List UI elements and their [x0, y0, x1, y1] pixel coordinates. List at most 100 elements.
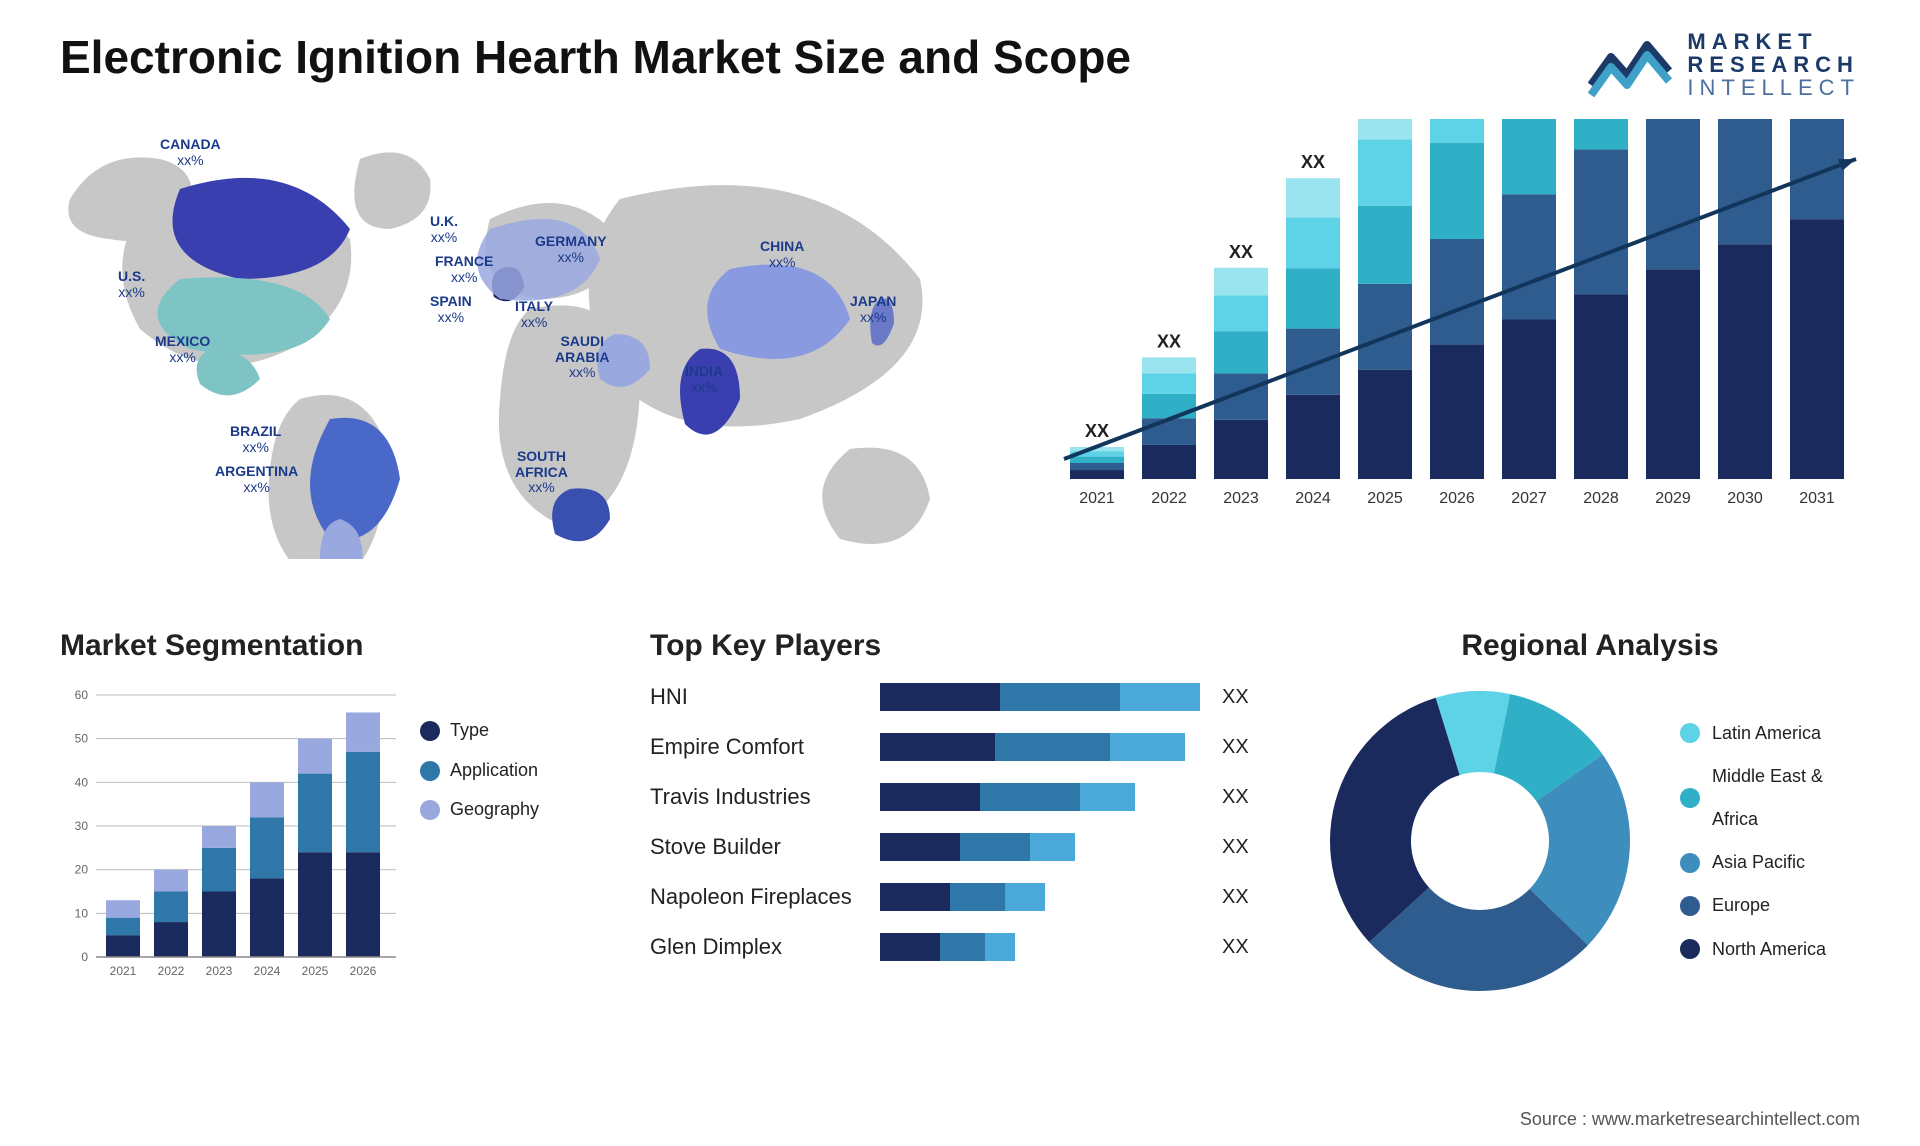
map-label-canada: CANADAxx% — [160, 137, 221, 168]
legend-swatch-icon — [1680, 939, 1700, 959]
svg-text:2025: 2025 — [302, 964, 329, 978]
segmentation-title: Market Segmentation — [60, 629, 620, 663]
player-name: HNI — [650, 684, 880, 710]
svg-text:2021: 2021 — [110, 964, 137, 978]
map-label-saudi-arabia: SAUDIARABIAxx% — [555, 334, 609, 380]
growth-bar-chart: XX2021XX2022XX2023XX2024XX2025XX2026XX20… — [1040, 119, 1900, 549]
svg-text:2030: 2030 — [1727, 490, 1763, 507]
map-label-spain: SPAINxx% — [430, 294, 472, 325]
map-label-argentina: ARGENTINAxx% — [215, 464, 298, 495]
key-players-list: HNIXXEmpire ComfortXXTravis IndustriesXX… — [650, 681, 1290, 963]
player-value: XX — [1222, 936, 1249, 959]
map-label-italy: ITALYxx% — [515, 299, 553, 330]
player-bar-segment — [980, 783, 1080, 811]
svg-text:2028: 2028 — [1583, 490, 1619, 507]
svg-text:2021: 2021 — [1079, 490, 1115, 507]
legend-label: Geography — [450, 790, 539, 830]
growth-chart-panel: XX2021XX2022XX2023XX2024XX2025XX2026XX20… — [1040, 119, 1900, 599]
player-bar-segment — [950, 883, 1005, 911]
svg-text:2024: 2024 — [1295, 490, 1331, 507]
regional-legend-item: Asia Pacific — [1680, 841, 1826, 884]
player-bar-segment — [1000, 683, 1120, 711]
key-players-title: Top Key Players — [650, 629, 1290, 663]
player-bar-segment — [995, 733, 1110, 761]
regional-donut-chart — [1320, 681, 1640, 1001]
player-bar-segment — [1110, 733, 1185, 761]
svg-text:XX: XX — [1085, 421, 1109, 441]
player-bar-segment — [985, 933, 1015, 961]
svg-text:2029: 2029 — [1655, 490, 1691, 507]
player-bar — [880, 783, 1210, 811]
svg-text:2023: 2023 — [1223, 490, 1259, 507]
logo-text-2: RESEARCH — [1687, 53, 1860, 76]
svg-text:2024: 2024 — [254, 964, 281, 978]
player-name: Stove Builder — [650, 834, 880, 860]
player-bar-segment — [960, 833, 1030, 861]
player-bar-segment — [1120, 683, 1200, 711]
player-row: Stove Builder XX — [650, 831, 1290, 863]
player-value: XX — [1222, 786, 1249, 809]
player-name: Empire Comfort — [650, 734, 880, 760]
svg-text:2026: 2026 — [350, 964, 377, 978]
legend-swatch-icon — [1680, 853, 1700, 873]
legend-swatch-icon — [1680, 788, 1700, 808]
svg-text:30: 30 — [75, 819, 89, 833]
map-label-south-africa: SOUTHAFRICAxx% — [515, 449, 568, 495]
map-label-japan: JAPANxx% — [850, 294, 896, 325]
legend-label: Application — [450, 751, 538, 791]
brand-logo: MARKET RESEARCH INTELLECT — [1587, 30, 1860, 99]
player-bar-segment — [880, 833, 960, 861]
legend-swatch-icon — [1680, 723, 1700, 743]
key-players-panel: Top Key Players HNIXXEmpire ComfortXXTra… — [650, 629, 1290, 1059]
regional-legend-item: North America — [1680, 928, 1826, 971]
logo-text-3: INTELLECT — [1687, 76, 1860, 99]
map-label-france: FRANCExx% — [435, 254, 493, 285]
segmentation-legend-item: Type — [420, 711, 539, 751]
legend-swatch-icon — [420, 761, 440, 781]
map-label-brazil: BRAZILxx% — [230, 424, 281, 455]
world-map-panel: CANADAxx%U.S.xx%MEXICOxx%BRAZILxx%ARGENT… — [60, 119, 1000, 599]
legend-swatch-icon — [1680, 896, 1700, 916]
regional-panel: Regional Analysis Latin AmericaMiddle Ea… — [1320, 629, 1860, 1059]
player-bar-segment — [940, 933, 985, 961]
segmentation-legend: TypeApplicationGeography — [420, 681, 539, 991]
player-name: Napoleon Fireplaces — [650, 884, 880, 910]
map-label-china: CHINAxx% — [760, 239, 804, 270]
player-value: XX — [1222, 736, 1249, 759]
player-row: Travis IndustriesXX — [650, 781, 1290, 813]
svg-text:2025: 2025 — [1367, 490, 1403, 507]
segmentation-panel: Market Segmentation 01020304050602021202… — [60, 629, 620, 1059]
map-label-india: INDIAxx% — [685, 364, 723, 395]
segmentation-bar-chart: 0102030405060202120222023202420252026 — [60, 681, 400, 991]
player-bar-segment — [880, 933, 940, 961]
regional-title: Regional Analysis — [1320, 629, 1860, 663]
legend-swatch-icon — [420, 800, 440, 820]
regional-legend-item: Europe — [1680, 884, 1826, 927]
player-row: HNIXX — [650, 681, 1290, 713]
segmentation-legend-item: Application — [420, 751, 539, 791]
svg-text:2026: 2026 — [1439, 490, 1475, 507]
player-bar — [880, 883, 1210, 911]
player-bar-segment — [880, 733, 995, 761]
legend-label: North America — [1712, 928, 1826, 971]
source-text: Source : www.marketresearchintellect.com — [1520, 1109, 1860, 1130]
player-value: XX — [1222, 836, 1249, 859]
segmentation-legend-item: Geography — [420, 790, 539, 830]
svg-text:2022: 2022 — [158, 964, 185, 978]
svg-text:50: 50 — [75, 732, 89, 746]
player-bar-segment — [1080, 783, 1135, 811]
legend-swatch-icon — [420, 721, 440, 741]
svg-text:0: 0 — [81, 950, 88, 964]
map-label-u-k-: U.K.xx% — [430, 214, 458, 245]
regional-legend: Latin AmericaMiddle East &AfricaAsia Pac… — [1680, 712, 1826, 971]
svg-text:60: 60 — [75, 688, 89, 702]
player-row: Napoleon FireplacesXX — [650, 881, 1290, 913]
svg-text:2023: 2023 — [206, 964, 233, 978]
player-bar-segment — [880, 683, 1000, 711]
logo-text-1: MARKET — [1687, 30, 1860, 53]
player-bar-segment — [880, 783, 980, 811]
svg-text:10: 10 — [75, 907, 89, 921]
page-title: Electronic Ignition Hearth Market Size a… — [60, 30, 1131, 84]
player-bar — [880, 833, 1210, 861]
map-label-germany: GERMANYxx% — [535, 234, 607, 265]
